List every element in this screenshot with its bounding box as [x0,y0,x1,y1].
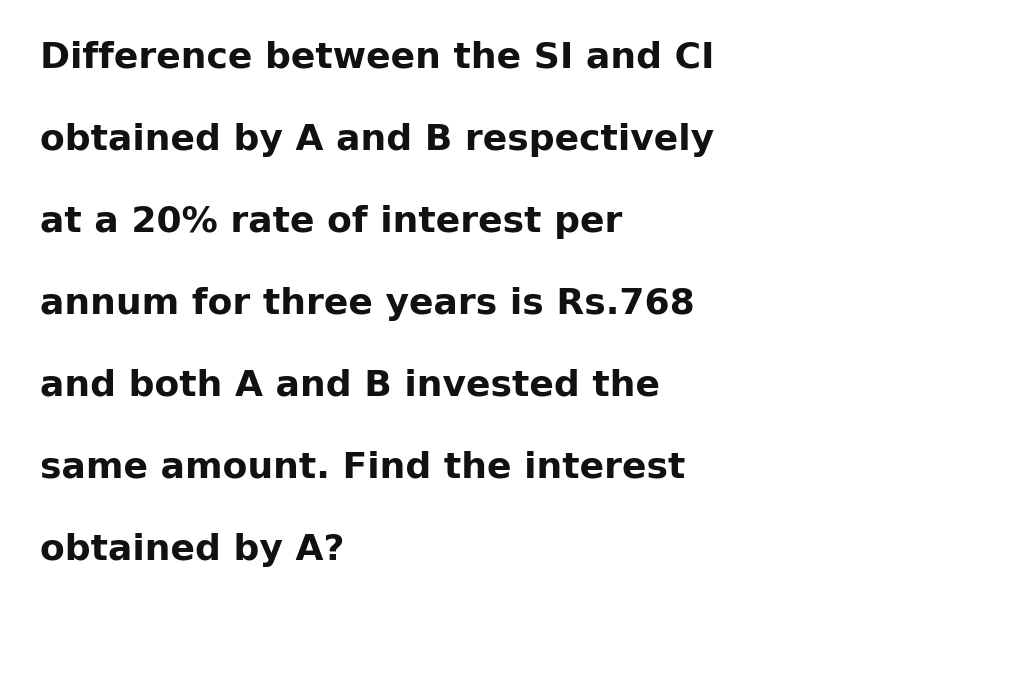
Text: obtained by A and B respectively: obtained by A and B respectively [40,123,714,157]
Text: and both A and B invested the: and both A and B invested the [40,369,660,403]
Text: annum for three years is Rs.768: annum for three years is Rs.768 [40,287,694,321]
Text: obtained by A?: obtained by A? [40,533,344,567]
Text: Difference between the SI and CI: Difference between the SI and CI [40,41,715,75]
Text: at a 20% rate of interest per: at a 20% rate of interest per [40,205,623,239]
Text: same amount. Find the interest: same amount. Find the interest [40,451,685,485]
